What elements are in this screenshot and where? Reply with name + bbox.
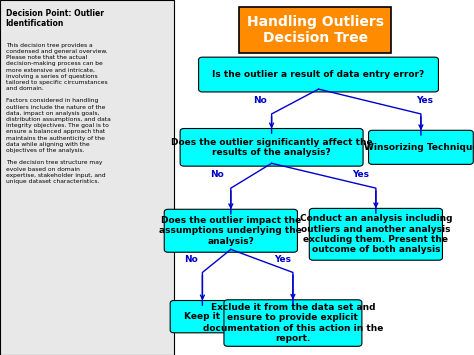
Text: Does the outlier impact the
assumptions underlying the
analysis?: Does the outlier impact the assumptions …	[159, 216, 302, 246]
FancyBboxPatch shape	[224, 300, 362, 346]
Text: No: No	[210, 170, 224, 179]
Text: Is the outlier a result of data entry error?: Is the outlier a result of data entry er…	[212, 70, 425, 79]
Text: No: No	[253, 96, 267, 105]
Text: Winsorizing Technique: Winsorizing Technique	[364, 143, 474, 152]
FancyBboxPatch shape	[199, 57, 438, 92]
Text: Exclude it from the data set and
ensure to provide explicit
documentation of thi: Exclude it from the data set and ensure …	[203, 303, 383, 343]
FancyBboxPatch shape	[239, 7, 391, 53]
Text: Yes: Yes	[416, 96, 433, 105]
Text: Decision Point: Outlier
Identification: Decision Point: Outlier Identification	[6, 9, 104, 28]
Text: Conduct an analysis including
outliers and another analysis
excluding them. Pres: Conduct an analysis including outliers a…	[300, 214, 452, 255]
FancyBboxPatch shape	[180, 129, 363, 166]
Text: Keep it: Keep it	[184, 312, 220, 321]
Text: Does the outlier significantly affect the
results of the analysis?: Does the outlier significantly affect th…	[171, 138, 373, 157]
FancyBboxPatch shape	[170, 300, 235, 333]
Text: Yes: Yes	[352, 170, 369, 179]
Text: No: No	[184, 255, 198, 263]
FancyBboxPatch shape	[309, 208, 443, 260]
FancyBboxPatch shape	[0, 0, 174, 355]
FancyBboxPatch shape	[164, 209, 298, 252]
FancyBboxPatch shape	[368, 130, 473, 164]
Text: Handling Outliers
Decision Tree: Handling Outliers Decision Tree	[246, 15, 384, 45]
Text: This decision tree provides a
condensed and general overview.
Please note that t: This decision tree provides a condensed …	[6, 43, 110, 184]
Text: Yes: Yes	[274, 255, 291, 263]
